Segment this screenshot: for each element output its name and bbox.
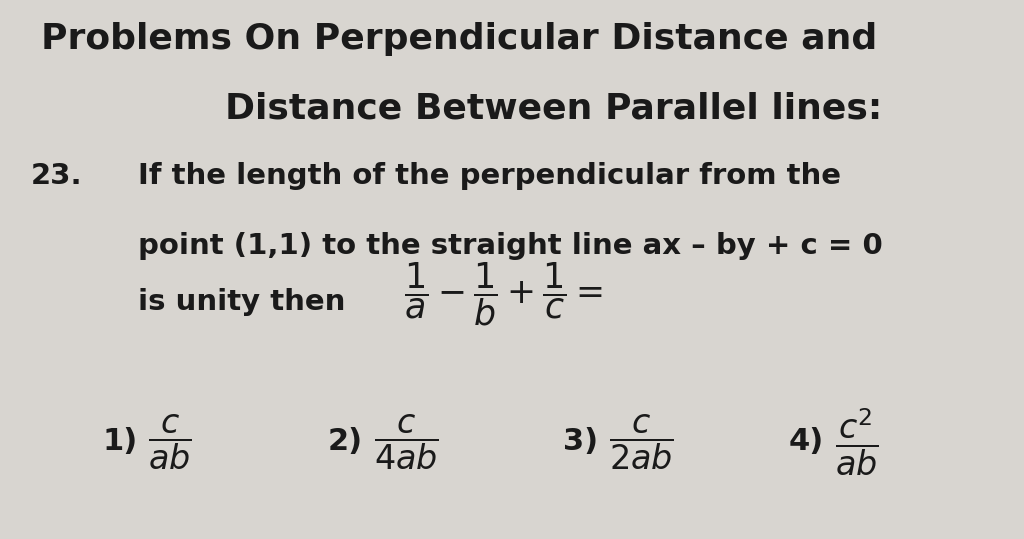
- Text: $\dfrac{c}{ab}$: $\dfrac{c}{ab}$: [148, 412, 193, 472]
- Text: $\dfrac{1}{a} - \dfrac{1}{b} + \dfrac{1}{c} =$: $\dfrac{1}{a} - \dfrac{1}{b} + \dfrac{1}…: [404, 260, 603, 328]
- Text: 2): 2): [328, 427, 362, 457]
- Text: is unity then: is unity then: [138, 288, 346, 316]
- Text: $\dfrac{c^{2}}{ab}$: $\dfrac{c^{2}}{ab}$: [835, 406, 879, 478]
- Text: point (1,1) to the straight line ax – by + c = 0: point (1,1) to the straight line ax – by…: [138, 232, 883, 260]
- Text: Distance Between Parallel lines:: Distance Between Parallel lines:: [225, 92, 883, 126]
- Text: 4): 4): [788, 427, 823, 457]
- Text: $\dfrac{c}{4ab}$: $\dfrac{c}{4ab}$: [374, 412, 438, 472]
- Text: 3): 3): [563, 427, 598, 457]
- Text: 23.: 23.: [31, 162, 82, 190]
- Text: Problems On Perpendicular Distance and: Problems On Perpendicular Distance and: [41, 22, 878, 56]
- Text: $\dfrac{c}{2ab}$: $\dfrac{c}{2ab}$: [609, 412, 674, 472]
- Text: If the length of the perpendicular from the: If the length of the perpendicular from …: [138, 162, 842, 190]
- Text: 1): 1): [102, 427, 137, 457]
